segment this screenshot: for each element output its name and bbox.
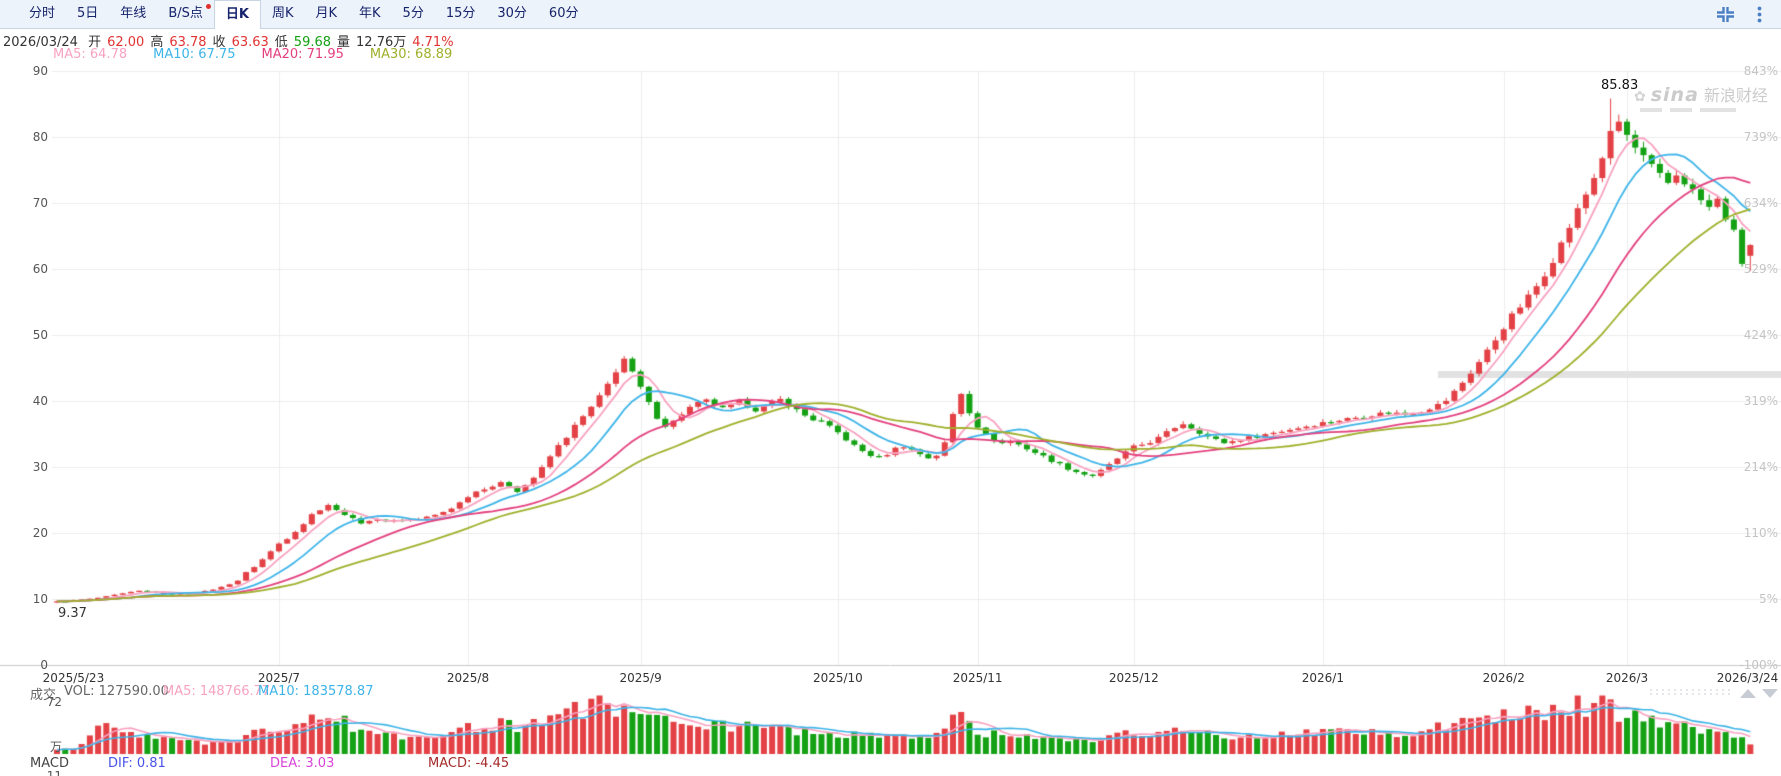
tab-week-k[interactable]: 周K xyxy=(271,6,294,21)
lowest-price-annotation: 9.37 xyxy=(58,606,87,621)
tab-bar: 分时 5日 年线 B/S点 日K 周K 月K 年K 5分 15分 30分 60分 xyxy=(0,0,1781,29)
percent-axis-tick: 634% xyxy=(1743,196,1778,210)
percent-axis-tick: 739% xyxy=(1743,130,1778,144)
volume-axis-unit: 万 xyxy=(49,740,62,754)
tabbar-icons xyxy=(1715,4,1769,24)
highest-price-annotation: 85.83 xyxy=(1601,78,1639,93)
tab-30min[interactable]: 30分 xyxy=(497,6,527,21)
price-axis-tick: 80 xyxy=(32,130,48,144)
volume-indicator-value: MA10: 183578.87 xyxy=(258,684,374,699)
price-axis-tick: 70 xyxy=(32,196,48,210)
period-tabs: 分时 5日 年线 B/S点 日K 周K 月K 年K 5分 15分 30分 60分 xyxy=(18,0,589,29)
tab-day-k[interactable]: 日K xyxy=(213,0,261,29)
price-ma-legend: MA5: 64.78 MA10: 67.75 MA20: 71.95 MA30: 68… xyxy=(53,47,452,62)
collapse-chart-icon[interactable] xyxy=(1715,4,1735,24)
quote-field-value: 59.68 xyxy=(293,35,332,50)
quote-field-value: 62.00 xyxy=(107,35,145,50)
macd-pane-title: MACD xyxy=(30,756,69,771)
kebab-menu-icon[interactable] xyxy=(1749,4,1769,24)
percent-axis-tick: 5% xyxy=(1758,592,1778,606)
quote-date: 2026/03/24 xyxy=(3,35,78,50)
date-axis-label: 2026/3/24 xyxy=(1716,671,1779,685)
percent-axis-tick: 424% xyxy=(1743,328,1778,342)
macd-indicator-value: DEA: 3.03 xyxy=(270,756,335,771)
volume-indicator-value: VOL: 127590.00 xyxy=(64,684,169,699)
sina-watermark: ✿ sina 新浪财经 xyxy=(1634,82,1768,106)
price-ma-legend-item: MA5: 64.78 xyxy=(53,47,128,62)
quote-field-label: 量 xyxy=(337,35,351,50)
date-axis-label: 2025/12 xyxy=(1108,671,1159,685)
percent-axis-tick: 110% xyxy=(1743,526,1778,540)
quote-field-value: 63.78 xyxy=(169,35,207,50)
tab-bs-point[interactable]: B/S点 xyxy=(157,0,214,28)
date-axis-label: 2025/10 xyxy=(812,671,863,685)
tab-year-line[interactable]: 年线 xyxy=(120,6,147,21)
price-axis-tick: 10 xyxy=(32,592,48,606)
quote-field-label: 开 xyxy=(88,35,102,50)
date-axis-label: 2025/5/23 xyxy=(42,671,105,685)
price-axis-tick: 0 xyxy=(40,658,48,672)
quote-row: 2026/03/24 开 62.00 高 63.78 收 63.63 低 59.68 量 12.7… xyxy=(3,31,460,50)
watermark-text: 新浪财经 xyxy=(1703,86,1768,105)
quote-field-label: 收 xyxy=(212,35,226,50)
macd-indicator-value: MACD: -4.45 xyxy=(428,756,510,771)
price-axis-tick: 30 xyxy=(32,460,48,474)
price-axis-tick: 90 xyxy=(32,64,48,78)
tab-60min[interactable]: 60分 xyxy=(548,6,579,21)
tab-5min[interactable]: 5分 xyxy=(402,6,424,21)
quote-field-value: 63.63 xyxy=(231,35,269,50)
tab-5day[interactable]: 5日 xyxy=(77,6,99,21)
bs-point-badge xyxy=(205,4,211,9)
percent-axis-tick: 529% xyxy=(1743,262,1778,276)
scroll-up-icon[interactable] xyxy=(1740,689,1756,698)
price-ma-legend-item: MA20: 71.95 xyxy=(261,47,344,62)
tab-year-k[interactable]: 年K xyxy=(359,6,381,21)
date-axis-label: 2026/1 xyxy=(1301,671,1344,685)
quote-field-value: 12.76万 xyxy=(356,35,407,50)
percent-axis-tick: -100% xyxy=(1739,658,1778,672)
watermark-brand: sina xyxy=(1650,84,1699,106)
tab-15min[interactable]: 15分 xyxy=(445,6,476,21)
watermark-subtext xyxy=(1640,108,1760,112)
price-axis-tick: 40 xyxy=(32,394,48,408)
percent-axis-tick: 843% xyxy=(1743,64,1778,78)
volume-pane-title: 成交 xyxy=(30,688,57,703)
macd-axis-top-tick: 11 xyxy=(46,769,62,776)
tab-minute[interactable]: 分时 xyxy=(29,6,56,21)
price-axis-tick: 20 xyxy=(32,526,48,540)
quote-field-label: 高 xyxy=(150,35,164,50)
tab-month-k[interactable]: 月K xyxy=(315,6,338,21)
date-axis-label: 2026/2 xyxy=(1482,671,1525,685)
price-ma-legend-item: MA10: 67.75 xyxy=(153,47,236,62)
volume-indicator-value: MA5: 148766.77 xyxy=(163,684,271,699)
percent-axis-tick: 319% xyxy=(1743,394,1778,408)
quote-field-label: 低 xyxy=(274,35,288,50)
date-axis-label: 2025/9 xyxy=(619,671,662,685)
volume-axis-top-tick: 72 xyxy=(46,695,62,709)
chart-scroll-drag-handle[interactable] xyxy=(1648,688,1730,696)
price-ma-legend-item: MA30: 68.89 xyxy=(369,47,453,62)
price-axis-tick: 60 xyxy=(32,262,48,276)
macd-indicator-value: DIF: 0.81 xyxy=(108,756,166,771)
date-axis-label: 2026/3 xyxy=(1605,671,1649,685)
date-axis-label: 2025/7 xyxy=(257,671,301,685)
date-axis-label: 2025/11 xyxy=(952,671,1003,685)
price-axis-tick: 50 xyxy=(32,328,48,342)
date-axis-label: 2025/8 xyxy=(446,671,490,685)
quote-change-percent: 4.71% xyxy=(412,35,454,50)
scroll-down-icon[interactable] xyxy=(1762,689,1778,698)
sina-flower-icon: ✿ xyxy=(1634,89,1646,105)
percent-axis-tick: 214% xyxy=(1743,460,1778,474)
